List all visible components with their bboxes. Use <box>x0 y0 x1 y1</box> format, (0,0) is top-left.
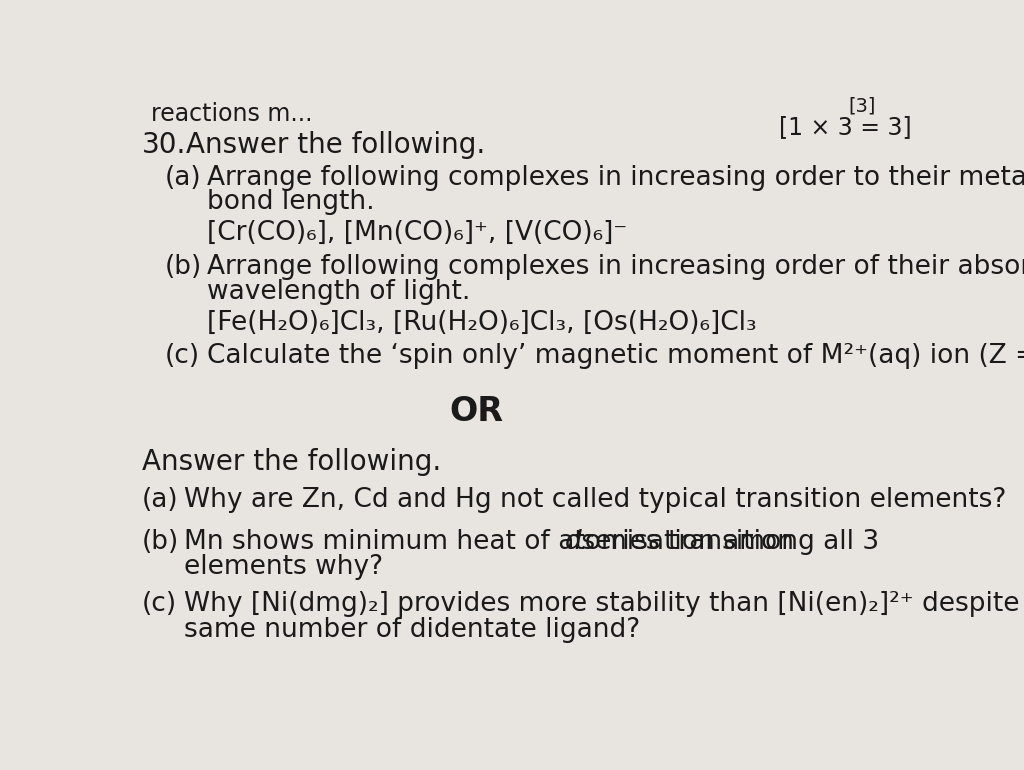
Text: Why [Ni(dmg)₂] provides more stability than [Ni(en)₂]²⁺ despite having: Why [Ni(dmg)₂] provides more stability t… <box>183 591 1024 618</box>
Text: Arrange following complexes in increasing order of their absorbed: Arrange following complexes in increasin… <box>207 254 1024 280</box>
Text: same number of didentate ligand?: same number of didentate ligand? <box>183 617 640 643</box>
Text: elements why?: elements why? <box>183 554 383 580</box>
Text: (c): (c) <box>142 591 177 618</box>
Text: [3]: [3] <box>849 96 877 116</box>
Text: Mn shows minimum heat of atomisation among all 3: Mn shows minimum heat of atomisation amo… <box>183 529 879 555</box>
Text: 30.: 30. <box>142 131 186 159</box>
Text: [Fe(H₂O)₆]Cl₃, [Ru(H₂O)₆]Cl₃, [Os(H₂O)₆]Cl₃: [Fe(H₂O)₆]Cl₃, [Ru(H₂O)₆]Cl₃, [Os(H₂O)₆]… <box>207 310 757 336</box>
Text: [Cr(CO)₆], [Mn(CO)₆]⁺, [V(CO)₆]⁻: [Cr(CO)₆], [Mn(CO)₆]⁺, [V(CO)₆]⁻ <box>207 220 628 246</box>
Text: bond length.: bond length. <box>207 189 375 216</box>
Text: d: d <box>565 529 582 555</box>
Text: [1 × 3 = 3]: [1 × 3 = 3] <box>779 116 911 139</box>
Text: (a): (a) <box>165 165 202 191</box>
Text: Why are Zn, Cd and Hg not called typical transition elements?: Why are Zn, Cd and Hg not called typical… <box>183 487 1007 513</box>
Text: (a): (a) <box>142 487 178 513</box>
Text: wavelength of light.: wavelength of light. <box>207 279 470 305</box>
Text: reactions m...: reactions m... <box>152 102 312 126</box>
Text: Calculate the ‘spin only’ magnetic moment of M²⁺(aq) ion (Z = 26): Calculate the ‘spin only’ magnetic momen… <box>207 343 1024 370</box>
Text: Arrange following complexes in increasing order to their metal carbo: Arrange following complexes in increasin… <box>207 165 1024 191</box>
Text: (b): (b) <box>165 254 203 280</box>
Text: (c): (c) <box>165 343 201 370</box>
Text: OR: OR <box>450 395 504 428</box>
Text: (b): (b) <box>142 529 179 555</box>
Text: Answer the following.: Answer the following. <box>142 448 441 476</box>
Text: Answer the following.: Answer the following. <box>186 131 485 159</box>
Text: series transition: series transition <box>572 529 794 555</box>
